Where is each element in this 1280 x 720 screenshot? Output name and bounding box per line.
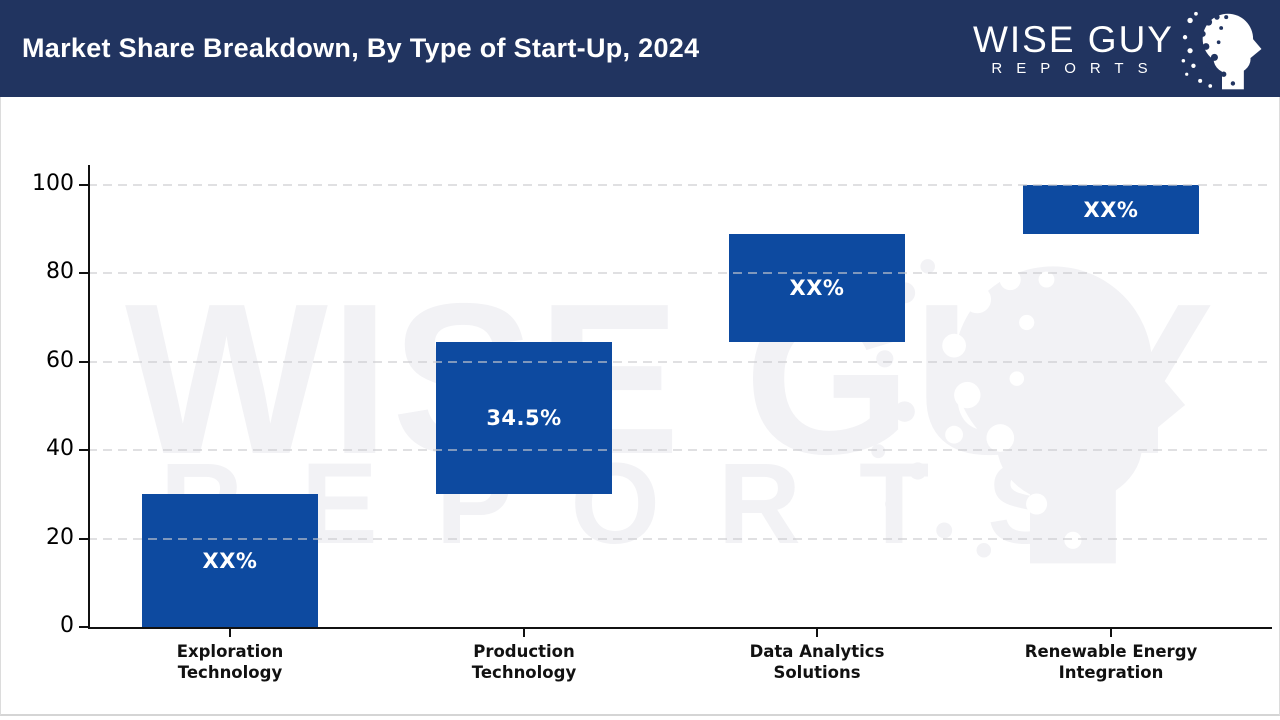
watermark-head-graphic <box>871 259 1186 564</box>
y-tick-80 <box>79 272 88 274</box>
x-category-label-renewable-energy-integration: Renewable Energy Integration <box>1024 642 1198 683</box>
bar-value-label-production-technology: 34.5% <box>486 406 562 430</box>
gridline-40 <box>88 449 1272 451</box>
y-tick-label-20: 20 <box>46 525 74 550</box>
gridline-100 <box>88 184 1272 186</box>
bar-data-analytics-solutions: XX% <box>729 234 905 342</box>
bar-value-label-renewable-energy-integration: XX% <box>1083 197 1139 222</box>
x-tick-production-technology <box>523 627 525 637</box>
x-category-label-data-analytics-solutions: Data Analytics Solutions <box>749 642 885 683</box>
x-axis-line <box>88 627 1272 629</box>
page-title: Market Share Breakdown, By Type of Start… <box>22 33 700 63</box>
x-category-label-exploration-technology: Exploration Technology <box>176 642 284 683</box>
wiseguy-logo: WISE GUY REPORTS <box>973 7 1280 91</box>
x-tick-exploration-technology <box>229 627 231 637</box>
gridline-20 <box>88 538 1272 540</box>
y-tick-40 <box>79 449 88 451</box>
gridline-80 <box>88 272 1272 274</box>
x-category-label-production-technology: Production Technology <box>471 642 577 683</box>
y-tick-20 <box>79 538 88 540</box>
bar-value-label-exploration-technology: XX% <box>202 548 258 573</box>
y-tick-60 <box>79 361 88 363</box>
y-tick-label-40: 40 <box>46 436 74 461</box>
header-bar: Market Share Breakdown, By Type of Start… <box>0 0 1280 97</box>
bar-production-technology: 34.5% <box>436 342 612 494</box>
y-axis-line <box>88 165 90 629</box>
logo-wordmark: WISE GUY REPORTS <box>973 21 1174 76</box>
gridline-60 <box>88 361 1272 363</box>
logo-head-icon <box>1181 11 1262 89</box>
bar-renewable-energy-integration: XX% <box>1023 185 1199 234</box>
bar-exploration-technology: XX% <box>142 494 318 627</box>
y-tick-0 <box>79 626 88 628</box>
y-tick-label-80: 80 <box>46 259 74 284</box>
y-tick-label-60: 60 <box>46 348 74 373</box>
y-tick-label-100: 100 <box>32 171 74 196</box>
logo-wordmark-line1: WISE GUY <box>972 19 1174 60</box>
y-tick-label-0: 0 <box>60 613 74 638</box>
logo-wordmark-line2: REPORTS <box>991 60 1162 77</box>
bar-value-label-data-analytics-solutions: XX% <box>789 276 845 300</box>
y-tick-100 <box>79 184 88 186</box>
x-tick-renewable-energy-integration <box>1110 627 1112 637</box>
x-tick-data-analytics-solutions <box>816 627 818 637</box>
